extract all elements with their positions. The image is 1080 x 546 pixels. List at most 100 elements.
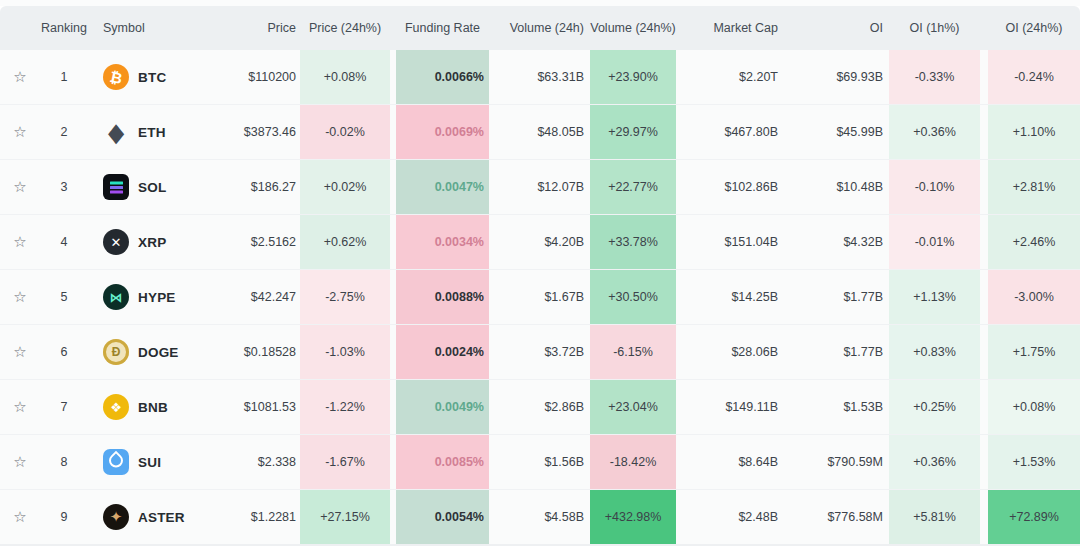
market-cap-value: $8.64B — [676, 435, 780, 489]
spacer — [980, 270, 988, 324]
oi-value: $1.53B — [780, 380, 885, 434]
funding-rate-cell: 0.0069% — [396, 105, 489, 159]
oi-1h-change-cell: +0.25% — [889, 380, 980, 434]
ranking-value: 4 — [40, 215, 88, 269]
coin-icon — [103, 449, 129, 475]
volume-24h-change-cell: +33.78% — [590, 215, 676, 269]
oi-value: $1.77B — [780, 325, 885, 379]
symbol-cell: SOL — [88, 160, 210, 214]
ranking-value: 9 — [40, 490, 88, 544]
ranking-value: 8 — [40, 435, 88, 489]
symbol-cell: Ð DOGE — [88, 325, 210, 379]
symbol-cell: ✦ ASTER — [88, 490, 210, 544]
funding-rate-cell: 0.0047% — [396, 160, 489, 214]
table-row[interactable]: ☆ 7 ❖ BNB $1081.53 -1.22% 0.0049% $2.86B… — [0, 380, 1080, 435]
symbol-label: HYPE — [138, 290, 176, 305]
price-24h-change-cell: +0.62% — [300, 215, 390, 269]
favorite-star-icon[interactable]: ☆ — [0, 160, 40, 214]
oi-value: $1.77B — [780, 270, 885, 324]
oi-value: $10.48B — [780, 160, 885, 214]
volume-24h-value: $3.72B — [489, 325, 586, 379]
price-value: $1.2281 — [210, 490, 298, 544]
favorite-star-icon[interactable]: ☆ — [0, 215, 40, 269]
funding-rate-cell: 0.0088% — [396, 270, 489, 324]
header-oi[interactable]: OI — [780, 6, 885, 50]
funding-rate-cell: 0.0054% — [396, 490, 489, 544]
header-market-cap[interactable]: Market Cap — [676, 6, 780, 50]
market-cap-value: $2.48B — [676, 490, 780, 544]
table-row[interactable]: ☆ 9 ✦ ASTER $1.2281 +27.15% 0.0054% $4.5… — [0, 490, 1080, 546]
coin-icon: ₿ — [103, 64, 129, 90]
header-symbol[interactable]: Symbol — [88, 6, 210, 50]
favorite-star-icon[interactable]: ☆ — [0, 490, 40, 544]
oi-24h-change-cell: +0.08% — [988, 380, 1080, 434]
header-oi-1h[interactable]: OI (1h%) — [889, 6, 980, 50]
oi-value: $69.93B — [780, 50, 885, 104]
price-value: $0.18528 — [210, 325, 298, 379]
header-price-24h[interactable]: Price (24h%) — [300, 6, 390, 50]
header-volume-24h-pct[interactable]: Volume (24h%) — [590, 6, 676, 50]
price-24h-change-cell: +27.15% — [300, 490, 390, 544]
table-row[interactable]: ☆ 4 ✕ XRP $2.5162 +0.62% 0.0034% $4.20B … — [0, 215, 1080, 270]
price-value: $1081.53 — [210, 380, 298, 434]
table-row[interactable]: ☆ 5 ⋈ HYPE $42.247 -2.75% 0.0088% $1.67B… — [0, 270, 1080, 325]
header-funding-rate[interactable]: Funding Rate — [396, 6, 489, 50]
oi-1h-change-cell: +1.13% — [889, 270, 980, 324]
table-row[interactable]: ☆ 3 SOL $186.27 +0.02% 0.0047% $12.07B +… — [0, 160, 1080, 215]
oi-value: $776.58M — [780, 490, 885, 544]
price-value: $42.247 — [210, 270, 298, 324]
oi-value: $790.59M — [780, 435, 885, 489]
table-row[interactable]: ☆ 2 ◆ ETH $3873.46 -0.02% 0.0069% $48.05… — [0, 105, 1080, 160]
spacer — [980, 50, 988, 104]
crypto-market-table: Ranking Symbol Price Price (24h%) Fundin… — [0, 0, 1080, 546]
favorite-star-icon[interactable]: ☆ — [0, 270, 40, 324]
symbol-cell: ✕ XRP — [88, 215, 210, 269]
favorite-star-icon[interactable]: ☆ — [0, 435, 40, 489]
volume-24h-value: $4.58B — [489, 490, 586, 544]
favorite-star-icon[interactable]: ☆ — [0, 325, 40, 379]
coin-icon: ✦ — [103, 504, 129, 530]
market-cap-value: $28.06B — [676, 325, 780, 379]
price-value: $186.27 — [210, 160, 298, 214]
symbol-label: BNB — [138, 400, 168, 415]
header-ranking[interactable]: Ranking — [40, 6, 88, 50]
symbol-label: ASTER — [138, 510, 185, 525]
oi-value: $45.99B — [780, 105, 885, 159]
volume-24h-value: $48.05B — [489, 105, 586, 159]
price-24h-change-cell: -1.03% — [300, 325, 390, 379]
funding-rate-cell: 0.0024% — [396, 325, 489, 379]
oi-24h-change-cell: +1.53% — [988, 435, 1080, 489]
symbol-label: SUI — [138, 455, 161, 470]
table-row[interactable]: ☆ 8 SUI $2.338 -1.67% 0.0085% $1.56B -18… — [0, 435, 1080, 490]
volume-24h-change-cell: -6.15% — [590, 325, 676, 379]
funding-rate-cell: 0.0085% — [396, 435, 489, 489]
spacer — [980, 435, 988, 489]
oi-24h-change-cell: +2.81% — [988, 160, 1080, 214]
volume-24h-value: $1.67B — [489, 270, 586, 324]
volume-24h-change-cell: -18.42% — [590, 435, 676, 489]
oi-1h-change-cell: +5.81% — [889, 490, 980, 544]
symbol-cell: ⋈ HYPE — [88, 270, 210, 324]
header-volume-24h[interactable]: Volume (24h) — [489, 6, 586, 50]
oi-1h-change-cell: -0.01% — [889, 215, 980, 269]
market-cap-value: $102.86B — [676, 160, 780, 214]
header-price[interactable]: Price — [210, 6, 298, 50]
oi-value: $4.32B — [780, 215, 885, 269]
oi-24h-change-cell: -3.00% — [988, 270, 1080, 324]
volume-24h-value: $1.56B — [489, 435, 586, 489]
volume-24h-change-cell: +29.97% — [590, 105, 676, 159]
price-value: $2.338 — [210, 435, 298, 489]
favorite-star-icon[interactable]: ☆ — [0, 50, 40, 104]
favorite-star-icon[interactable]: ☆ — [0, 380, 40, 434]
table-row[interactable]: ☆ 6 Ð DOGE $0.18528 -1.03% 0.0024% $3.72… — [0, 325, 1080, 380]
symbol-label: SOL — [138, 180, 166, 195]
volume-24h-change-cell: +23.90% — [590, 50, 676, 104]
ranking-value: 6 — [40, 325, 88, 379]
spacer — [980, 490, 988, 544]
table-row[interactable]: ☆ 1 ₿ BTC $110200 +0.08% 0.0066% $63.31B… — [0, 50, 1080, 105]
volume-24h-value: $12.07B — [489, 160, 586, 214]
favorite-star-icon[interactable]: ☆ — [0, 105, 40, 159]
table-body: ☆ 1 ₿ BTC $110200 +0.08% 0.0066% $63.31B… — [0, 50, 1080, 546]
header-oi-24h[interactable]: OI (24h%) — [988, 6, 1080, 50]
symbol-label: XRP — [138, 235, 166, 250]
